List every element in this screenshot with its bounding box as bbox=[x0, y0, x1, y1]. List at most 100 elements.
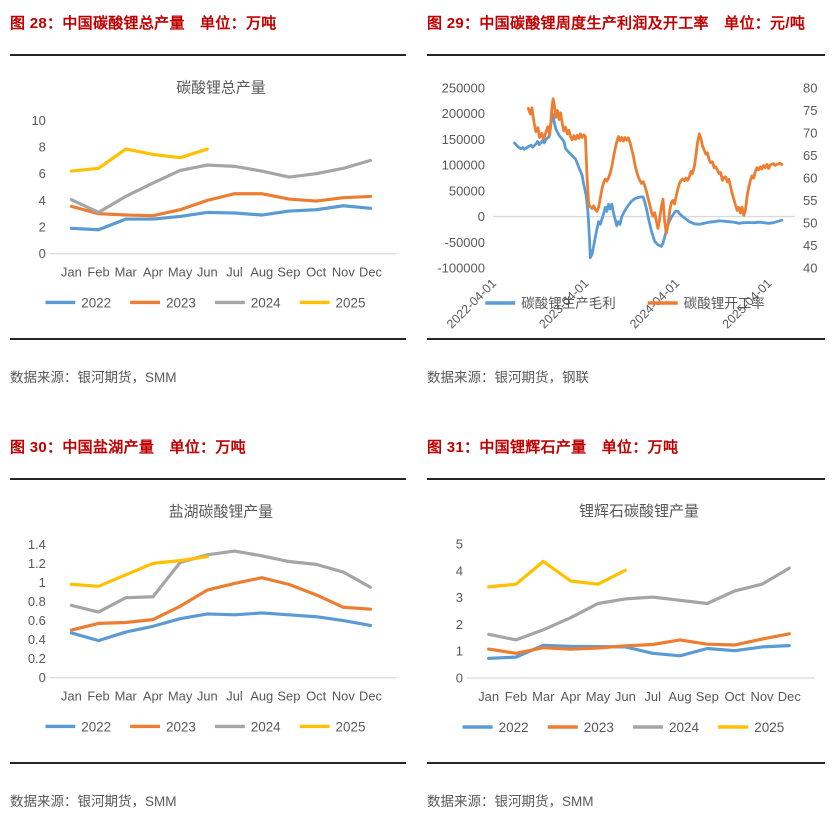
svg-text:Jul: Jul bbox=[644, 689, 661, 704]
svg-text:Oct: Oct bbox=[306, 689, 327, 704]
svg-text:Aug: Aug bbox=[668, 689, 691, 704]
series-line-2023 bbox=[487, 632, 791, 655]
legend-label: 2025 bbox=[336, 295, 366, 310]
spodumene-lithium-carbonate-output-canvas: 锂辉石碳酸锂产量 0 1 2 3 4 5 Jan Feb Mar Apr May Jun Jul Aug Se… bbox=[456, 503, 815, 735]
total-lithium-carbonate-output-canvas: 碳酸锂总产量 0 2 4 6 8 10 Jan Feb Mar Apr May Jun Jul Aug Sep… bbox=[31, 80, 397, 310]
svg-text:Jan: Jan bbox=[478, 689, 499, 704]
legend-label: 2025 bbox=[336, 719, 366, 734]
divider bbox=[10, 478, 406, 480]
series-line-碳酸锂生产毛利 bbox=[513, 112, 784, 260]
svg-text:8: 8 bbox=[39, 140, 46, 155]
svg-text:-50000: -50000 bbox=[445, 235, 485, 250]
svg-text:0.4: 0.4 bbox=[28, 632, 46, 647]
svg-text:Apr: Apr bbox=[143, 689, 164, 704]
data-source: 数据来源：银河期货，钢联 bbox=[427, 370, 589, 385]
svg-text:Jul: Jul bbox=[226, 265, 243, 280]
svg-text:Aug: Aug bbox=[250, 689, 273, 704]
figure-30-panel: 图 30：中国盐湖产量 单位：万吨 盐湖碳酸锂产量 0 0.2 0.4 0.6 0.8 1 1… bbox=[10, 430, 406, 810]
svg-text:250000: 250000 bbox=[442, 81, 485, 96]
svg-text:55: 55 bbox=[803, 193, 817, 208]
legend-label: 2022 bbox=[81, 295, 111, 310]
svg-text:1: 1 bbox=[39, 575, 46, 590]
series-line-2025 bbox=[487, 559, 627, 589]
legend-label: 2022 bbox=[499, 720, 529, 735]
svg-text:40: 40 bbox=[803, 261, 817, 276]
spodumene-output-chart: 锂辉石碳酸锂产量 0 1 2 3 4 5 Jan Feb Mar Apr May Jun Jul Aug Se… bbox=[427, 486, 825, 758]
series-line-2023 bbox=[69, 192, 373, 218]
svg-text:0.6: 0.6 bbox=[28, 613, 46, 628]
series-line-2022 bbox=[69, 611, 373, 643]
svg-text:60: 60 bbox=[803, 171, 817, 186]
svg-text:4: 4 bbox=[456, 563, 463, 578]
svg-text:3: 3 bbox=[456, 590, 463, 605]
series-line-2025 bbox=[69, 555, 209, 588]
legend: 碳酸锂生产毛利 碳酸锂开工率 bbox=[485, 295, 765, 311]
series-line-2023 bbox=[69, 576, 373, 632]
svg-text:0: 0 bbox=[39, 670, 46, 685]
svg-text:2: 2 bbox=[39, 220, 46, 235]
legend: 2022 2023 2024 2025 bbox=[462, 720, 784, 735]
svg-text:100000: 100000 bbox=[442, 158, 485, 173]
svg-text:Dec: Dec bbox=[359, 265, 383, 280]
divider bbox=[427, 54, 825, 56]
svg-text:0.8: 0.8 bbox=[28, 594, 46, 609]
svg-text:Apr: Apr bbox=[561, 689, 582, 704]
data-source: 数据来源：银河期货，SMM bbox=[10, 794, 177, 809]
weekly-profit-and-operating-rate-canvas: 250000 200000 150000 100000 50000 0 -50000 -100… bbox=[437, 81, 817, 332]
figure-30-title: 图 30：中国盐湖产量 单位：万吨 bbox=[10, 439, 246, 456]
svg-text:45: 45 bbox=[803, 238, 817, 253]
svg-text:1.2: 1.2 bbox=[28, 556, 46, 571]
svg-text:200000: 200000 bbox=[442, 106, 485, 121]
series-line-碳酸锂开工率 bbox=[526, 97, 784, 235]
svg-text:75: 75 bbox=[803, 103, 817, 118]
data-source: 数据来源：银河期货，SMM bbox=[427, 794, 594, 809]
series-line-2022 bbox=[69, 204, 373, 232]
svg-text:Jan: Jan bbox=[61, 265, 82, 280]
total-output-chart: 碳酸锂总产量 0 2 4 6 8 10 Jan Feb Mar Apr May Jun Jul Aug Sep… bbox=[10, 62, 406, 334]
legend-label: 2023 bbox=[166, 719, 196, 734]
svg-text:50000: 50000 bbox=[449, 183, 485, 198]
svg-text:May: May bbox=[168, 265, 193, 280]
svg-text:65: 65 bbox=[803, 148, 817, 163]
svg-text:Nov: Nov bbox=[750, 689, 774, 704]
svg-text:10: 10 bbox=[31, 113, 45, 128]
divider bbox=[427, 338, 825, 340]
figure-28-title: 图 28：中国碳酸锂总产量 单位：万吨 bbox=[10, 15, 277, 32]
svg-text:Dec: Dec bbox=[778, 689, 802, 704]
series-line-2024 bbox=[487, 566, 791, 642]
svg-text:4: 4 bbox=[39, 193, 46, 208]
svg-text:0.2: 0.2 bbox=[28, 651, 46, 666]
svg-text:May: May bbox=[168, 689, 193, 704]
salt-lake-output-chart: 盐湖碳酸锂产量 0 0.2 0.4 0.6 0.8 1 1.2 1.4 Jan Feb Mar Apr M… bbox=[10, 486, 406, 758]
divider bbox=[10, 338, 406, 340]
legend-label: 碳酸锂生产毛利 bbox=[521, 296, 616, 311]
svg-text:Oct: Oct bbox=[725, 689, 746, 704]
svg-text:80: 80 bbox=[803, 81, 817, 96]
svg-text:70: 70 bbox=[803, 126, 817, 141]
svg-text:-100000: -100000 bbox=[437, 261, 485, 276]
legend-label: 2022 bbox=[81, 719, 111, 734]
svg-text:Feb: Feb bbox=[505, 689, 527, 704]
svg-text:Mar: Mar bbox=[532, 689, 555, 704]
svg-text:1.4: 1.4 bbox=[28, 537, 46, 552]
legend-label: 2024 bbox=[251, 719, 281, 734]
divider bbox=[427, 478, 825, 480]
svg-text:Nov: Nov bbox=[332, 689, 356, 704]
svg-text:Jan: Jan bbox=[61, 689, 82, 704]
svg-text:50: 50 bbox=[803, 216, 817, 231]
figure-28-panel: 图 28：中国碳酸锂总产量 单位：万吨 碳酸锂总产量 0 2 4 6 8 10 Jan Feb M… bbox=[10, 6, 406, 386]
profit-operating-rate-chart: 250000 200000 150000 100000 50000 0 -50000 -100… bbox=[427, 62, 825, 334]
svg-text:Aug: Aug bbox=[250, 265, 273, 280]
figure-29-title: 图 29：中国碳酸锂周度生产利润及开工率 单位：元/吨 bbox=[427, 15, 806, 32]
chart-title: 碳酸锂总产量 bbox=[176, 80, 266, 97]
svg-text:150000: 150000 bbox=[442, 132, 485, 147]
legend-label: 2024 bbox=[251, 295, 281, 310]
svg-text:Feb: Feb bbox=[87, 689, 109, 704]
svg-text:2: 2 bbox=[456, 617, 463, 632]
svg-text:5: 5 bbox=[456, 537, 463, 552]
svg-text:Mar: Mar bbox=[115, 265, 138, 280]
legend: 2022 2023 2024 2025 bbox=[45, 295, 365, 310]
divider bbox=[10, 762, 406, 764]
svg-text:1: 1 bbox=[456, 644, 463, 659]
svg-text:Oct: Oct bbox=[306, 265, 327, 280]
